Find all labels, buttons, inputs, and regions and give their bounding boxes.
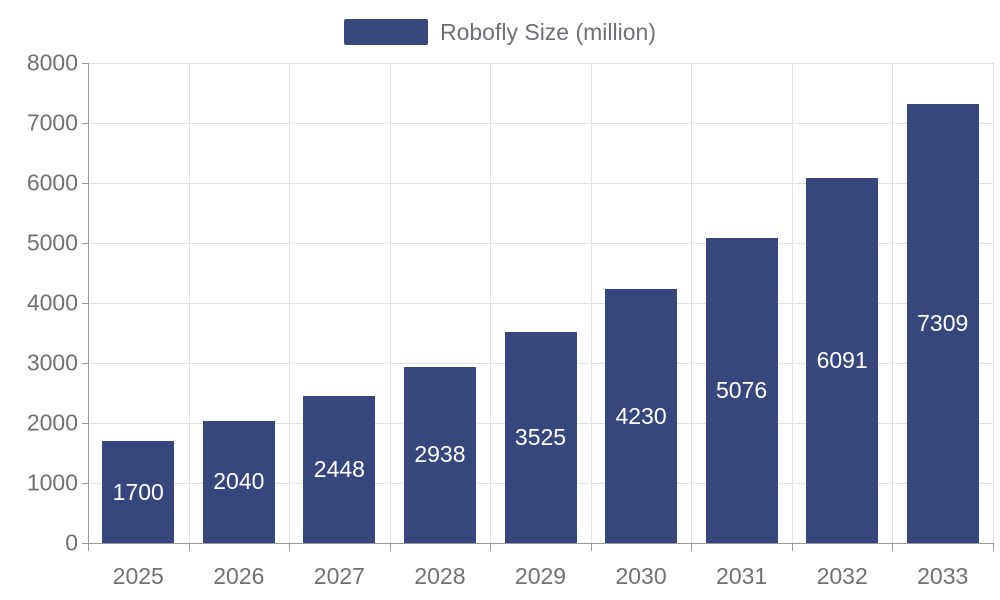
y-tick: [82, 363, 88, 364]
y-axis-label: 8000: [26, 49, 78, 76]
bar-2032[interactable]: 6091: [806, 177, 879, 543]
x-gridline: [892, 63, 894, 543]
y-gridline: [88, 123, 993, 124]
y-gridline: [88, 243, 993, 244]
y-axis-label: 1000: [26, 469, 78, 496]
legend[interactable]: Robofly Size (million): [0, 14, 1000, 50]
x-tick: [188, 543, 190, 551]
bar-value-label: 1700: [112, 478, 164, 505]
x-axis-label: 2029: [514, 563, 567, 589]
x-gridline: [389, 63, 391, 543]
y-tick: [82, 183, 88, 184]
x-axis-label: 2030: [615, 563, 667, 589]
bar-value-label: 2040: [213, 468, 265, 495]
bar-value-label: 4230: [615, 402, 667, 429]
y-gridline: [88, 183, 993, 184]
x-axis-label: 2028: [414, 563, 466, 589]
y-axis-line: [88, 63, 89, 544]
bar-value-label: 5076: [716, 377, 768, 404]
y-tick: [82, 423, 88, 424]
bar-2026[interactable]: 2040: [202, 420, 275, 543]
x-tick: [691, 543, 693, 551]
y-axis-label: 5000: [26, 229, 78, 256]
y-tick: [82, 303, 88, 304]
bar-value-label: 2448: [313, 456, 365, 483]
legend-swatch: [343, 19, 428, 45]
x-tick: [892, 543, 894, 551]
x-tick: [590, 543, 592, 551]
bar-value-label: 7309: [917, 310, 969, 337]
x-axis-label: 2026: [213, 563, 265, 589]
y-tick: [82, 123, 88, 124]
x-axis-label: 2031: [716, 563, 768, 589]
bar-2028[interactable]: 2938: [403, 366, 476, 543]
y-axis-label: 6000: [26, 169, 78, 196]
x-gridline: [289, 63, 291, 543]
y-tick: [82, 483, 88, 484]
y-axis-label: 3000: [26, 349, 78, 376]
bar-2031[interactable]: 5076: [705, 238, 778, 543]
y-tick: [82, 543, 88, 544]
y-axis-label: 0: [65, 529, 78, 556]
bar-value-label: 6091: [816, 346, 868, 373]
x-axis-label: 2033: [917, 563, 969, 589]
x-gridline: [490, 63, 492, 543]
x-gridline: [590, 63, 592, 543]
y-axis-label: 7000: [26, 109, 78, 136]
y-gridline: [88, 303, 993, 304]
y-gridline: [88, 63, 993, 64]
x-tick: [289, 543, 291, 551]
x-tick: [791, 543, 793, 551]
legend-label: Robofly Size (million): [439, 19, 656, 45]
x-tick: [490, 543, 492, 551]
x-gridline: [188, 63, 190, 543]
bar-2029[interactable]: 3525: [504, 331, 577, 543]
x-tick: [389, 543, 391, 551]
bar-2027[interactable]: 2448: [303, 396, 376, 543]
y-axis-label: 2000: [26, 409, 78, 436]
x-axis-label: 2032: [816, 563, 868, 589]
x-gridline: [691, 63, 693, 543]
bar-value-label: 3525: [514, 423, 567, 450]
y-tick: [82, 63, 88, 64]
x-axis-label: 2025: [112, 563, 164, 589]
bar-2030[interactable]: 4230: [605, 289, 678, 543]
bar-2033[interactable]: 7309: [906, 104, 979, 543]
bar-value-label: 2938: [414, 441, 466, 468]
x-gridline: [791, 63, 793, 543]
bar-2025[interactable]: 1700: [102, 441, 175, 543]
y-tick: [82, 243, 88, 244]
x-axis-line: [88, 543, 994, 544]
y-axis-label: 4000: [26, 289, 78, 316]
x-tick: [993, 543, 994, 551]
x-axis-label: 2027: [313, 563, 365, 589]
x-gridline: [993, 63, 994, 543]
x-tick: [88, 543, 89, 551]
